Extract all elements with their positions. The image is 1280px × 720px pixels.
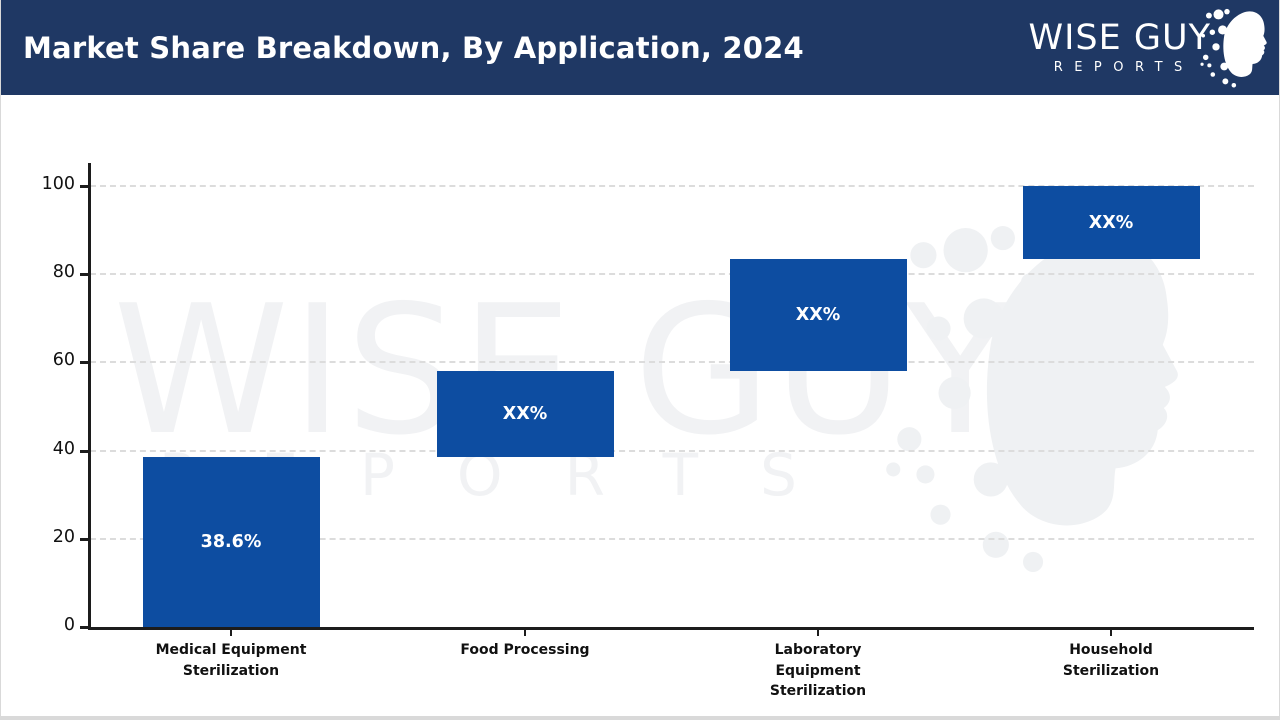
x-tick-mark [230,629,232,636]
gridline [90,450,1254,452]
gridline [90,538,1254,540]
wiseguy-logo: WISE GUY REPORTS [1028,6,1269,90]
bar-segment: 38.6% [142,457,320,627]
bar-value-label: 38.6% [200,532,262,552]
logo-wordmark: WISE GUY [1028,18,1211,58]
x-axis-line [88,627,1254,630]
y-tick-mark [80,185,88,188]
y-axis-line [88,163,91,630]
page-title: Market Share Breakdown, By Application, … [23,30,804,65]
y-tick-mark [80,361,88,364]
x-category-label: Household Sterilization [1062,642,1160,679]
bar-value-label: XX% [795,305,841,325]
y-tick-label: 100 [41,174,75,194]
wiseguy-head-icon [1200,8,1267,88]
bar-segment: XX% [436,371,614,457]
gridline [90,185,1254,187]
x-tick-mark [524,629,526,636]
x-tick-mark [817,629,819,636]
bar-segment: XX% [1022,186,1200,259]
y-tick-label: 0 [63,615,75,635]
x-tick-mark [1110,629,1112,636]
wiseguy-head-watermark-icon [886,226,1178,572]
y-tick-label: 60 [52,350,75,370]
y-tick-mark [80,273,88,276]
logo-subtext: REPORTS [1053,60,1194,75]
header: Market Share Breakdown, By Application, … [1,0,1279,95]
x-category-label: Medical Equipment Sterilization [155,642,307,679]
y-tick-label: 80 [52,262,75,282]
y-tick-mark [80,450,88,453]
bar-value-label: XX% [1088,212,1134,233]
bar-segment: XX% [729,259,907,371]
y-tick-label: 40 [52,439,75,459]
bar-value-label: XX% [502,404,548,424]
x-category-label: Food Processing [460,642,590,658]
gridline [90,273,1254,275]
y-tick-mark [80,538,88,541]
y-tick-label: 20 [52,527,75,547]
gridline [90,361,1254,363]
y-tick-mark [80,626,88,629]
x-category-label: Laboratory Equipment Sterilization [769,642,867,699]
